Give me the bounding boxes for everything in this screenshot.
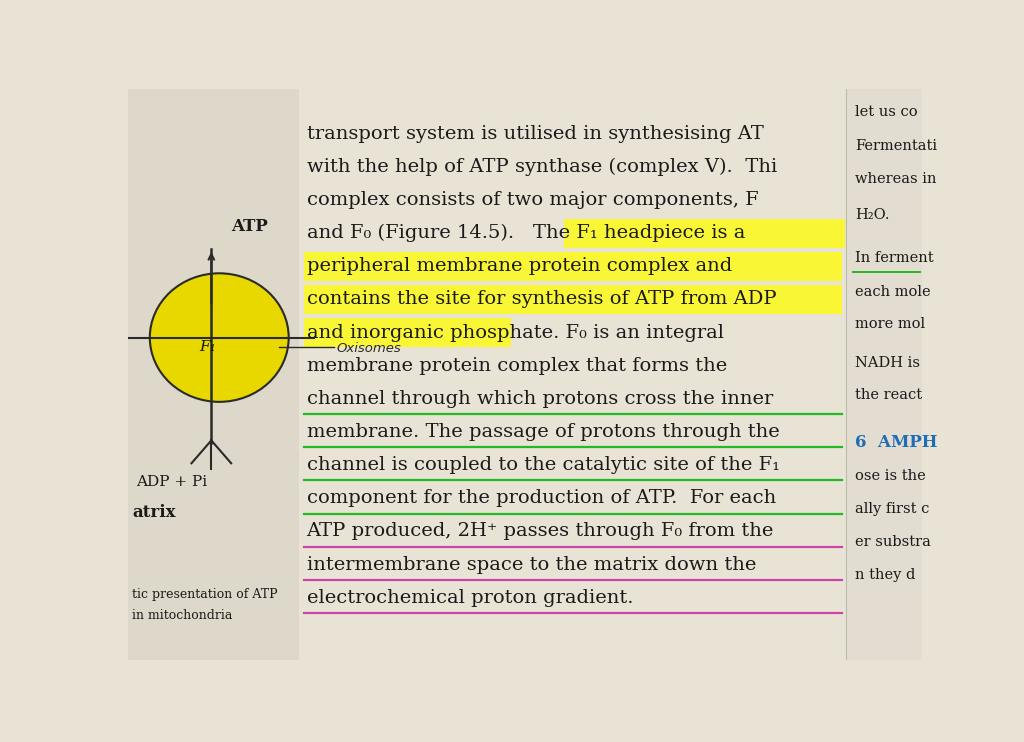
Text: peripheral membrane protein complex and: peripheral membrane protein complex and [306, 257, 732, 275]
Text: whereas in: whereas in [855, 172, 936, 186]
Bar [128, 89, 299, 660]
Text: electrochemical proton gradient.: electrochemical proton gradient. [306, 588, 633, 607]
Text: more mol: more mol [855, 318, 925, 332]
Text: membrane protein complex that forms the: membrane protein complex that forms the [306, 357, 727, 375]
Text: contains the site for synthesis of ATP from ADP: contains the site for synthesis of ATP f… [306, 290, 776, 309]
Text: Oxisomes: Oxisomes [337, 342, 401, 355]
Text: complex consists of two major components, F: complex consists of two major components… [306, 191, 759, 209]
Text: component for the production of ATP.  For each: component for the production of ATP. For… [306, 489, 776, 508]
Text: let us co: let us co [855, 105, 918, 119]
Text: ally first c: ally first c [855, 502, 930, 516]
Bar [304, 285, 843, 314]
Text: tic presentation of ATP: tic presentation of ATP [132, 588, 278, 601]
Text: membrane. The passage of protons through the: membrane. The passage of protons through… [306, 423, 779, 441]
Text: channel is coupled to the catalytic site of the F₁: channel is coupled to the catalytic site… [306, 456, 779, 474]
Ellipse shape [150, 273, 289, 402]
Text: in mitochondria: in mitochondria [132, 609, 232, 623]
Text: transport system is utilised in synthesising AT: transport system is utilised in synthesi… [306, 125, 764, 142]
Text: Fermentati: Fermentati [855, 139, 937, 153]
Text: atrix: atrix [132, 505, 175, 522]
Bar [564, 219, 845, 248]
Text: F₁: F₁ [199, 341, 216, 354]
Bar [846, 89, 922, 660]
Text: channel through which protons cross the inner: channel through which protons cross the … [306, 390, 773, 408]
Text: with the help of ATP synthase (complex V).  Thi: with the help of ATP synthase (complex V… [306, 158, 777, 176]
Text: and inorganic phosphate. F₀ is an integral: and inorganic phosphate. F₀ is an integr… [306, 324, 724, 341]
Bar [304, 318, 511, 347]
Text: each mole: each mole [855, 285, 931, 299]
Text: and F₀ (Figure 14.5).   The F₁ headpiece is a: and F₀ (Figure 14.5). The F₁ headpiece i… [306, 224, 744, 243]
Text: the react: the react [855, 388, 922, 401]
Text: NADH is: NADH is [855, 356, 920, 370]
Bar [304, 252, 843, 281]
Text: ose is the: ose is the [855, 470, 926, 483]
Text: intermembrane space to the matrix down the: intermembrane space to the matrix down t… [306, 556, 756, 574]
Text: n they d: n they d [855, 568, 915, 582]
Text: In ferment: In ferment [855, 251, 934, 265]
Text: ATP: ATP [231, 217, 268, 234]
Text: ADP + Pi: ADP + Pi [136, 475, 207, 489]
Text: H₂O.: H₂O. [855, 208, 890, 222]
Text: ATP produced, 2H⁺ passes through F₀ from the: ATP produced, 2H⁺ passes through F₀ from… [306, 522, 774, 540]
Text: 6  AMPH: 6 AMPH [855, 433, 937, 450]
Text: er substra: er substra [855, 535, 931, 549]
